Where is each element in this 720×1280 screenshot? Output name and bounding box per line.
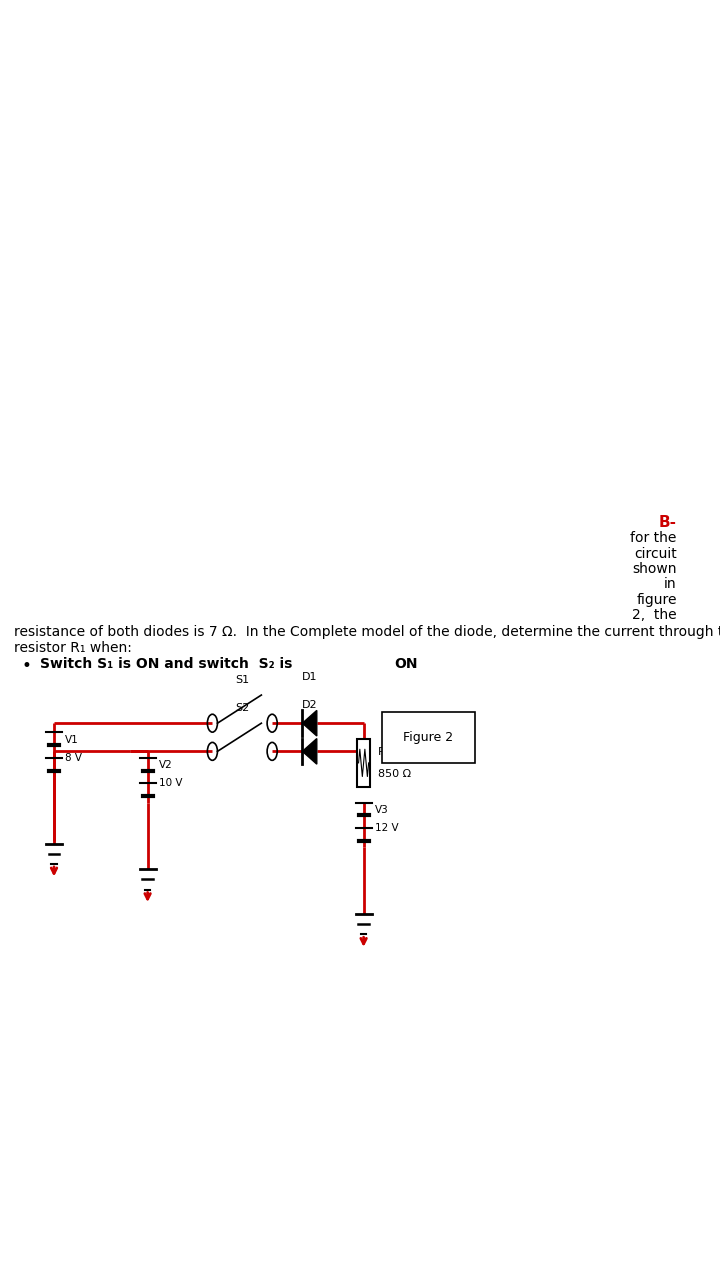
Text: V1: V1 — [65, 735, 78, 745]
Text: 2,  the: 2, the — [632, 608, 677, 622]
Text: S2: S2 — [235, 703, 249, 713]
Text: ON: ON — [394, 657, 418, 671]
Text: circuit: circuit — [634, 547, 677, 561]
Text: D1: D1 — [302, 672, 318, 682]
Text: for the: for the — [631, 531, 677, 545]
Text: 850 Ω: 850 Ω — [378, 768, 411, 778]
Text: in: in — [664, 577, 677, 591]
Text: 10 V: 10 V — [158, 778, 182, 788]
Text: B-: B- — [659, 515, 677, 530]
Text: R1: R1 — [378, 748, 392, 758]
Text: shown: shown — [632, 562, 677, 576]
Polygon shape — [302, 710, 317, 736]
Polygon shape — [302, 739, 317, 764]
Text: V3: V3 — [374, 805, 388, 815]
Bar — [382, 712, 475, 763]
Text: S1: S1 — [235, 675, 249, 685]
Text: figure: figure — [636, 593, 677, 607]
Text: Figure 2: Figure 2 — [403, 731, 454, 744]
Text: V2: V2 — [158, 760, 172, 771]
Text: resistor R₁ when:: resistor R₁ when: — [14, 641, 132, 655]
Text: Switch S₁ is ON and switch  S₂ is: Switch S₁ is ON and switch S₂ is — [40, 657, 297, 671]
Text: 12 V: 12 V — [374, 823, 398, 833]
Text: 8 V: 8 V — [65, 753, 82, 763]
Text: D2: D2 — [302, 700, 318, 710]
Text: •: • — [22, 657, 32, 675]
Text: resistance of both diodes is 7 Ω.  In the Complete model of the diode, determine: resistance of both diodes is 7 Ω. In the… — [14, 625, 720, 639]
Bar — [357, 739, 370, 787]
